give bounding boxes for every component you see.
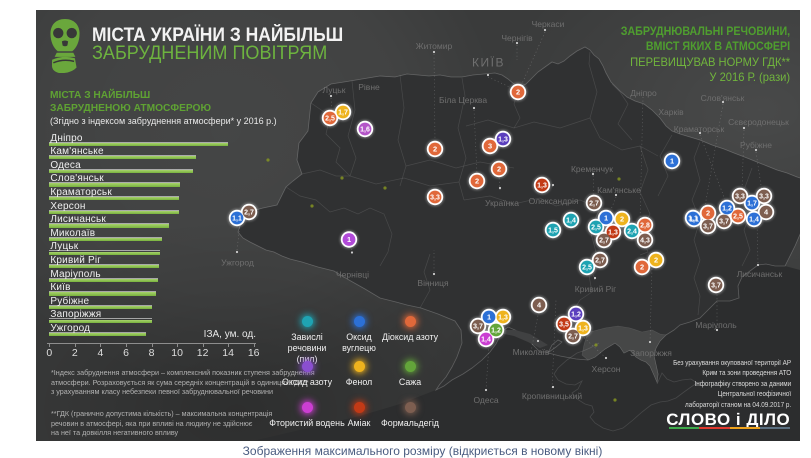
svg-text:1,1: 1,1 [688,216,698,223]
svg-text:3,5: 3,5 [559,322,569,329]
svg-text:1: 1 [487,313,491,322]
svg-text:1,2: 1,2 [722,206,732,213]
svg-text:Херсон: Херсон [592,364,621,374]
svg-text:Краматорськ: Краматорськ [674,124,725,134]
svg-text:Запоріжжя: Запоріжжя [630,348,672,358]
svg-text:Рівне: Рівне [358,82,380,92]
svg-text:2,7: 2,7 [589,201,599,208]
svg-text:2: 2 [640,263,644,272]
svg-text:1,7: 1,7 [338,110,348,117]
svg-text:1,3: 1,3 [498,137,508,144]
svg-text:1,3: 1,3 [608,230,618,237]
svg-text:Вінниця: Вінниця [417,278,449,288]
svg-text:2,4: 2,4 [627,229,637,236]
svg-text:КИЇВ: КИЇВ [472,56,505,70]
svg-text:Одеса: Одеса [473,395,498,405]
svg-text:Біла Церква: Біла Церква [439,95,487,105]
svg-text:Маріуполь: Маріуполь [695,320,737,330]
svg-text:Кам'янське: Кам'янське [597,185,641,195]
svg-text:Слов'янськ: Слов'янськ [701,93,745,103]
svg-text:1,5: 1,5 [548,228,558,235]
svg-text:2,7: 2,7 [595,258,605,265]
svg-text:2,5: 2,5 [733,214,743,221]
svg-text:Олександрія: Олександрія [529,196,579,206]
svg-text:1,7: 1,7 [747,201,757,208]
svg-text:2,7: 2,7 [568,334,578,341]
svg-text:1: 1 [604,214,608,223]
svg-text:1: 1 [347,235,351,244]
svg-text:4: 4 [764,208,769,217]
svg-text:Харків: Харків [658,107,684,117]
svg-text:Кременчук: Кременчук [571,164,613,174]
svg-text:2: 2 [654,256,658,265]
svg-text:3,7: 3,7 [719,219,729,226]
svg-text:3,3: 3,3 [430,195,440,202]
svg-text:Рубіжне: Рубіжне [740,140,772,150]
svg-text:Сєвєродонецьк: Сєвєродонецьк [728,117,789,127]
svg-text:1,6: 1,6 [360,127,370,134]
svg-text:1,1: 1,1 [232,216,242,223]
svg-text:2: 2 [516,88,520,97]
svg-text:2: 2 [475,177,479,186]
svg-text:Дніпро: Дніпро [630,88,657,98]
svg-text:3,3: 3,3 [735,194,745,201]
svg-text:Житомир: Житомир [416,41,453,51]
svg-text:1,3: 1,3 [537,183,547,190]
svg-text:Лисичанськ: Лисичанськ [737,269,783,279]
svg-text:Миколаїв: Миколаїв [513,347,550,357]
svg-text:3,7: 3,7 [703,224,713,231]
svg-text:1,1: 1,1 [689,217,699,224]
svg-text:2: 2 [433,145,437,154]
svg-text:Українка: Українка [485,198,519,208]
svg-text:Ужгород: Ужгород [221,258,254,268]
svg-text:3,3: 3,3 [759,194,769,201]
svg-text:2: 2 [497,165,501,174]
svg-text:4: 4 [537,301,542,310]
svg-text:1,4: 1,4 [566,218,576,225]
svg-text:1,4: 1,4 [481,337,491,344]
svg-text:2,5: 2,5 [582,265,592,272]
svg-text:3,7: 3,7 [711,283,721,290]
svg-text:Чернігів: Чернігів [501,33,533,43]
svg-text:1,2: 1,2 [571,312,581,319]
svg-text:1: 1 [670,157,674,166]
svg-text:2,7: 2,7 [244,210,254,217]
svg-text:1,2: 1,2 [491,328,501,335]
svg-text:2,7: 2,7 [599,238,609,245]
svg-text:1,3: 1,3 [578,326,588,333]
svg-text:Черкаси: Черкаси [532,19,565,29]
svg-text:2,8: 2,8 [640,223,650,230]
svg-text:4,3: 4,3 [640,238,650,245]
svg-text:Кривий Ріг: Кривий Ріг [575,284,616,294]
svg-text:1,3: 1,3 [498,315,508,322]
svg-text:Луцьк: Луцьк [323,85,346,95]
svg-text:Чернівці: Чернівці [336,270,369,280]
svg-text:2,5: 2,5 [325,116,335,123]
svg-text:2: 2 [620,215,624,224]
svg-text:3,7: 3,7 [473,324,483,331]
svg-text:2: 2 [706,209,710,218]
svg-text:2,5: 2,5 [591,225,601,232]
svg-text:Кропивницький: Кропивницький [522,391,582,401]
svg-text:1,4: 1,4 [749,217,759,224]
svg-text:3: 3 [488,142,492,151]
